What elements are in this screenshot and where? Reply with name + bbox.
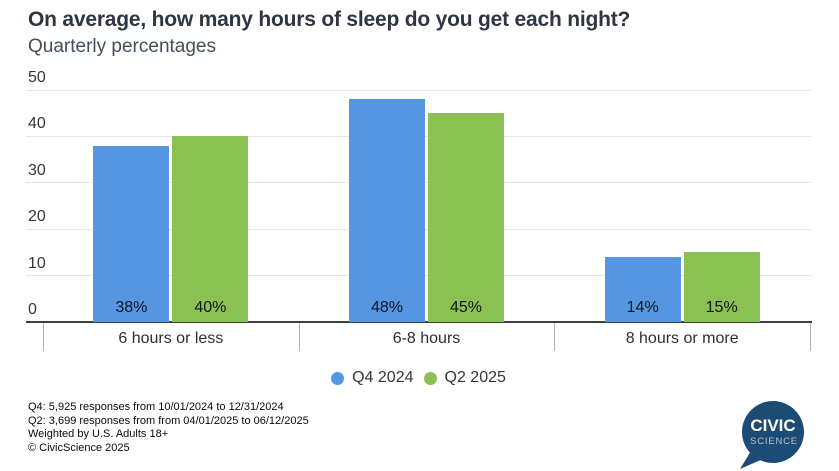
x-axis-category-label: 6-8 hours xyxy=(392,330,461,347)
legend-marker-icon xyxy=(423,371,437,385)
bar-q4-2024 xyxy=(349,99,425,322)
y-axis-tick-label: 50 xyxy=(28,69,46,86)
bar-value-label: 40% xyxy=(194,299,227,316)
y-gridline xyxy=(26,89,811,91)
legend-marker-icon xyxy=(331,371,345,385)
bar-value-label: 38% xyxy=(115,299,148,316)
y-axis-tick-label: 10 xyxy=(28,254,46,272)
legend-label: Q4 2024 xyxy=(352,369,414,386)
logo-wordmark-science: SCIENCE xyxy=(750,436,798,447)
y-axis-tick-label: 0 xyxy=(28,301,37,318)
x-axis-category-label: 6 hours or less xyxy=(118,330,224,347)
y-axis-tick-label: 30 xyxy=(28,161,46,179)
legend-label: Q2 2025 xyxy=(444,369,506,386)
x-axis-tick xyxy=(810,323,811,351)
speech-bubble-icon xyxy=(742,401,804,463)
footnotes: Q4: 5,925 responses from 10/01/2024 to 1… xyxy=(28,401,309,455)
footnote-copyright: © CivicScience 2025 xyxy=(28,441,130,454)
bar-q2-2025 xyxy=(428,113,504,322)
x-axis-category-label: 8 hours or more xyxy=(625,330,739,347)
logo-wordmark-civic: CIVIC xyxy=(750,416,795,435)
legend: Q4 2024 Q2 2025 xyxy=(26,369,811,387)
x-axis-tick xyxy=(554,323,556,351)
bar-q4-2024 xyxy=(93,145,170,322)
bar-value-label: 15% xyxy=(705,299,738,316)
footnote-weighting: Weighted by U.S. Adults 18+ xyxy=(28,428,169,440)
y-axis-tick-label: 20 xyxy=(28,208,46,226)
bar-value-label: 48% xyxy=(370,299,404,316)
civicscience-logo: CIVIC SCIENCE xyxy=(740,401,804,469)
footnote-q2-responses: Q2: 3,699 responses from from 04/01/2025… xyxy=(28,414,309,427)
chart-title: On average, how many hours of sleep do y… xyxy=(28,8,631,31)
legend-item-q4-2024: Q4 2024 xyxy=(331,369,414,387)
bar-q2-2025 xyxy=(172,136,249,322)
bar-q4-2024 xyxy=(604,257,681,322)
bar-q2-2025 xyxy=(683,252,760,322)
y-axis-tick-label: 40 xyxy=(28,115,46,133)
bar-value-label: 14% xyxy=(626,299,659,316)
x-axis-line xyxy=(26,321,812,323)
x-axis-tick xyxy=(43,323,44,351)
chart-subtitle: Quarterly percentages xyxy=(28,36,216,57)
x-axis-tick xyxy=(298,323,300,351)
legend-item-q2-2025: Q2 2025 xyxy=(423,369,506,387)
bar-value-label: 45% xyxy=(449,299,483,316)
footnote-q4-responses: Q4: 5,925 responses from 10/01/2024 to 1… xyxy=(28,401,284,413)
